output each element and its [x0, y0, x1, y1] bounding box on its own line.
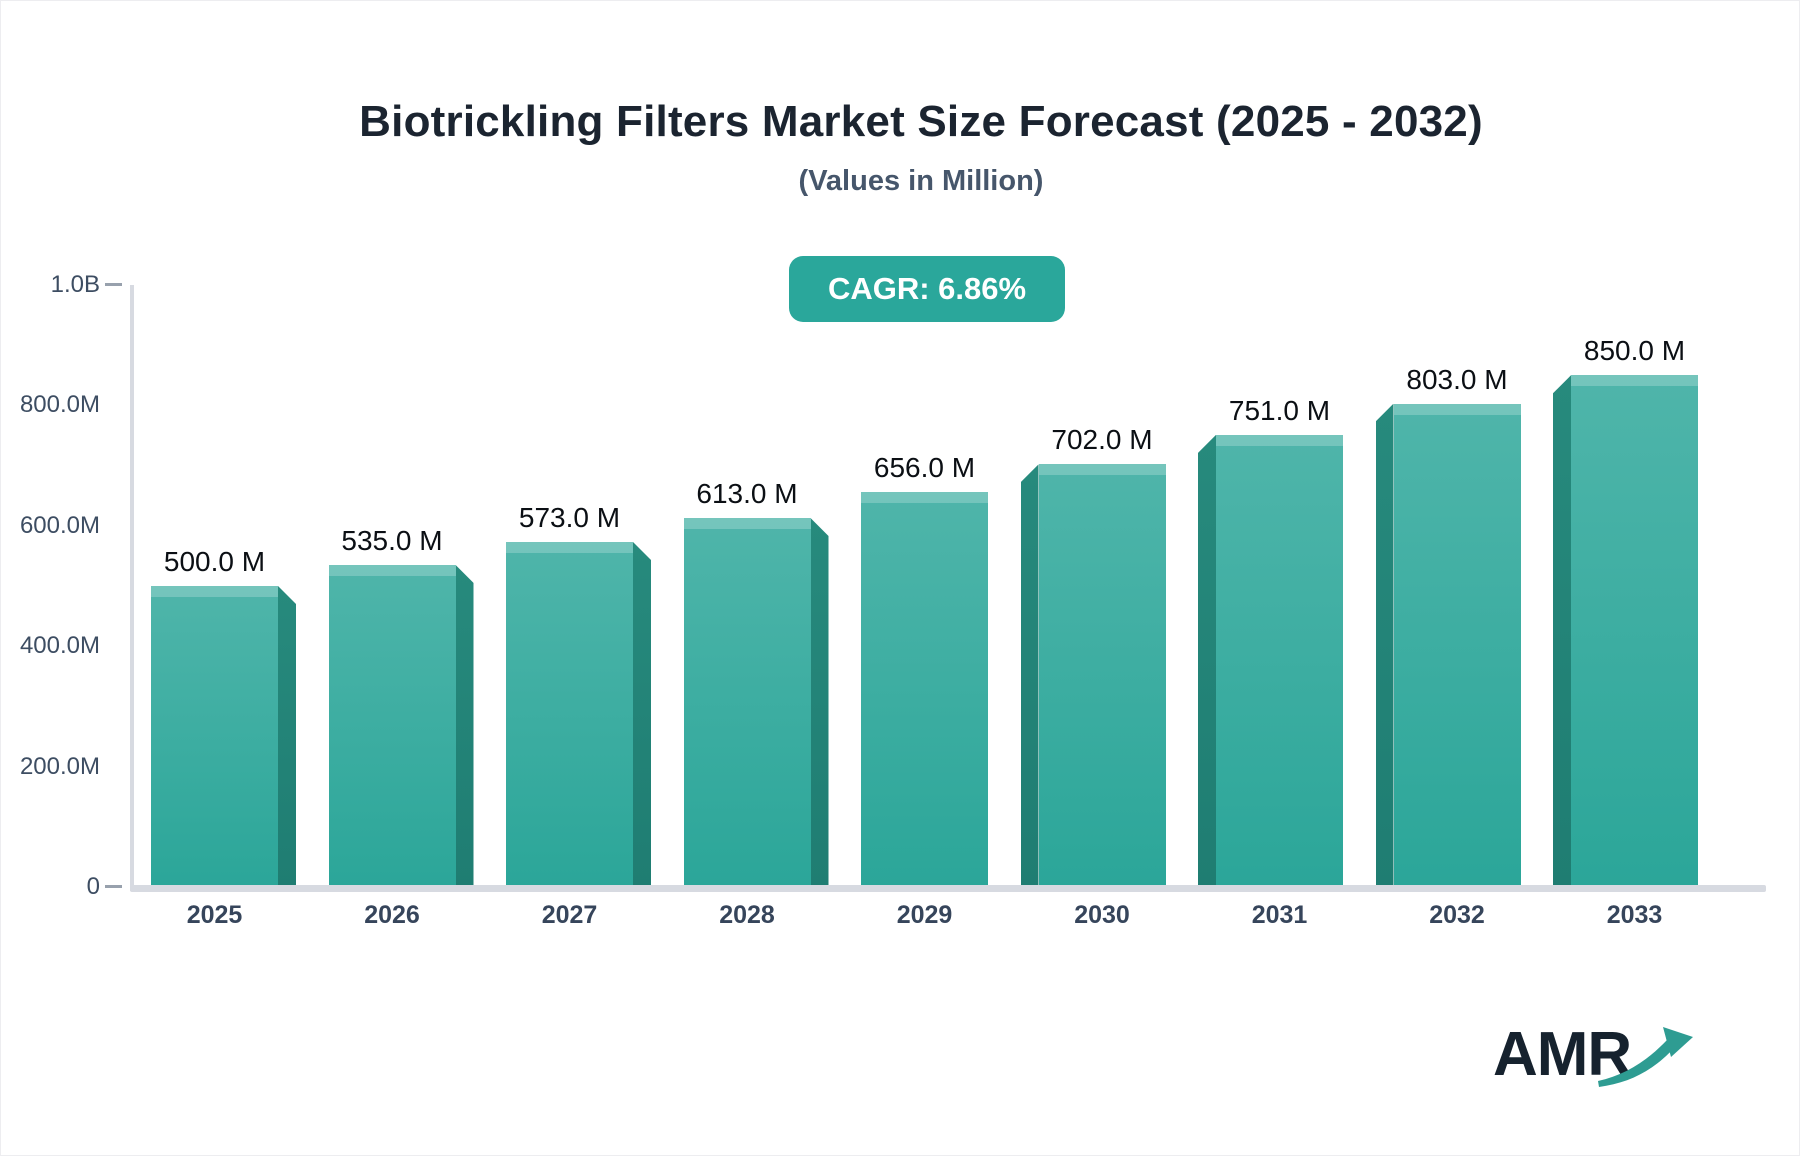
bar-value-label: 656.0 M [873, 452, 976, 484]
y-axis-tick-label: 0 [86, 873, 100, 900]
bar-value-label: 803.0 M [1406, 363, 1508, 395]
x-axis-label-2028: 2028 [719, 901, 775, 929]
x-axis-label-2031: 2031 [1251, 901, 1308, 929]
bar-top-face [151, 586, 278, 597]
x-axis-label-2032: 2032 [1429, 901, 1485, 929]
bar-value-label: 702.0 M [1051, 424, 1153, 456]
x-axis-label-2027: 2027 [541, 901, 598, 929]
x-axis-label-2025: 2025 [186, 901, 243, 929]
bar-3d-side-2028 [810, 517, 829, 887]
bar-top-face [1393, 403, 1521, 415]
bar-2028 [683, 517, 811, 887]
bar-top-face [1038, 464, 1166, 476]
bar-top-face [328, 564, 456, 576]
bar-3d-side-2033 [1553, 375, 1571, 887]
bar-top-face [506, 542, 633, 554]
y-axis-tick-label: 600.0M [19, 511, 100, 539]
bar-2032 [1393, 403, 1521, 887]
amr-logo: AMR [1493, 1019, 1703, 1097]
bar-2030 [1038, 464, 1166, 887]
bar-3d-side-2026 [455, 564, 474, 887]
x-axis-label-2030: 2030 [1074, 901, 1130, 929]
bar-value-label: 500.0 M [163, 546, 266, 577]
bar-3d-side-2027 [633, 542, 651, 887]
bar-2033 [1571, 375, 1698, 887]
bar-value-label: 573.0 M [518, 502, 621, 534]
bar-3d-side-2032 [1375, 403, 1394, 887]
y-axis-tick-mark [105, 283, 122, 286]
x-axis-label-2026: 2026 [364, 901, 420, 929]
growth-arrow-icon [1598, 1027, 1693, 1087]
bar-value-label: 535.0 M [341, 524, 443, 556]
bar-2027 [506, 542, 633, 887]
bar-3d-side-2030 [1020, 464, 1039, 887]
y-axis-tick-label: 400.0M [19, 632, 100, 660]
bar-3d-side-2025 [278, 586, 296, 887]
bar-top-face [1571, 375, 1698, 387]
chart-title: Biotrickling Filters Market Size Forecas… [359, 97, 1483, 146]
y-axis-tick-mark [105, 885, 122, 888]
bar-2026 [328, 564, 456, 887]
cagr-badge-label: CAGR: 6.86% [827, 271, 1027, 306]
bar-top-face [1216, 434, 1343, 446]
bar-value-label: 613.0 M [696, 477, 798, 509]
bar-value-label: 850.0 M [1583, 335, 1686, 367]
bar-2025 [151, 586, 278, 887]
chart-subtitle: (Values in Million) [798, 165, 1044, 197]
bar-2029 [861, 492, 988, 887]
y-axis-tick-label: 1.0B [50, 271, 100, 298]
y-axis-tick-label: 800.0M [19, 391, 100, 419]
y-axis-line [130, 285, 134, 891]
y-axis-tick-label: 200.0M [19, 752, 100, 780]
bar-top-face [861, 492, 988, 504]
x-axis-baseline [130, 885, 1766, 892]
bar-top-face [683, 517, 811, 529]
bar-2031 [1216, 434, 1343, 887]
bar-3d-side-2031 [1198, 434, 1216, 887]
x-axis-label-2029: 2029 [896, 901, 953, 929]
bar-value-label: 751.0 M [1228, 394, 1331, 426]
cagr-badge: CAGR: 6.86% [789, 256, 1065, 322]
x-axis-label-2033: 2033 [1606, 901, 1663, 929]
amr-logo-text: AMR [1493, 1020, 1632, 1089]
